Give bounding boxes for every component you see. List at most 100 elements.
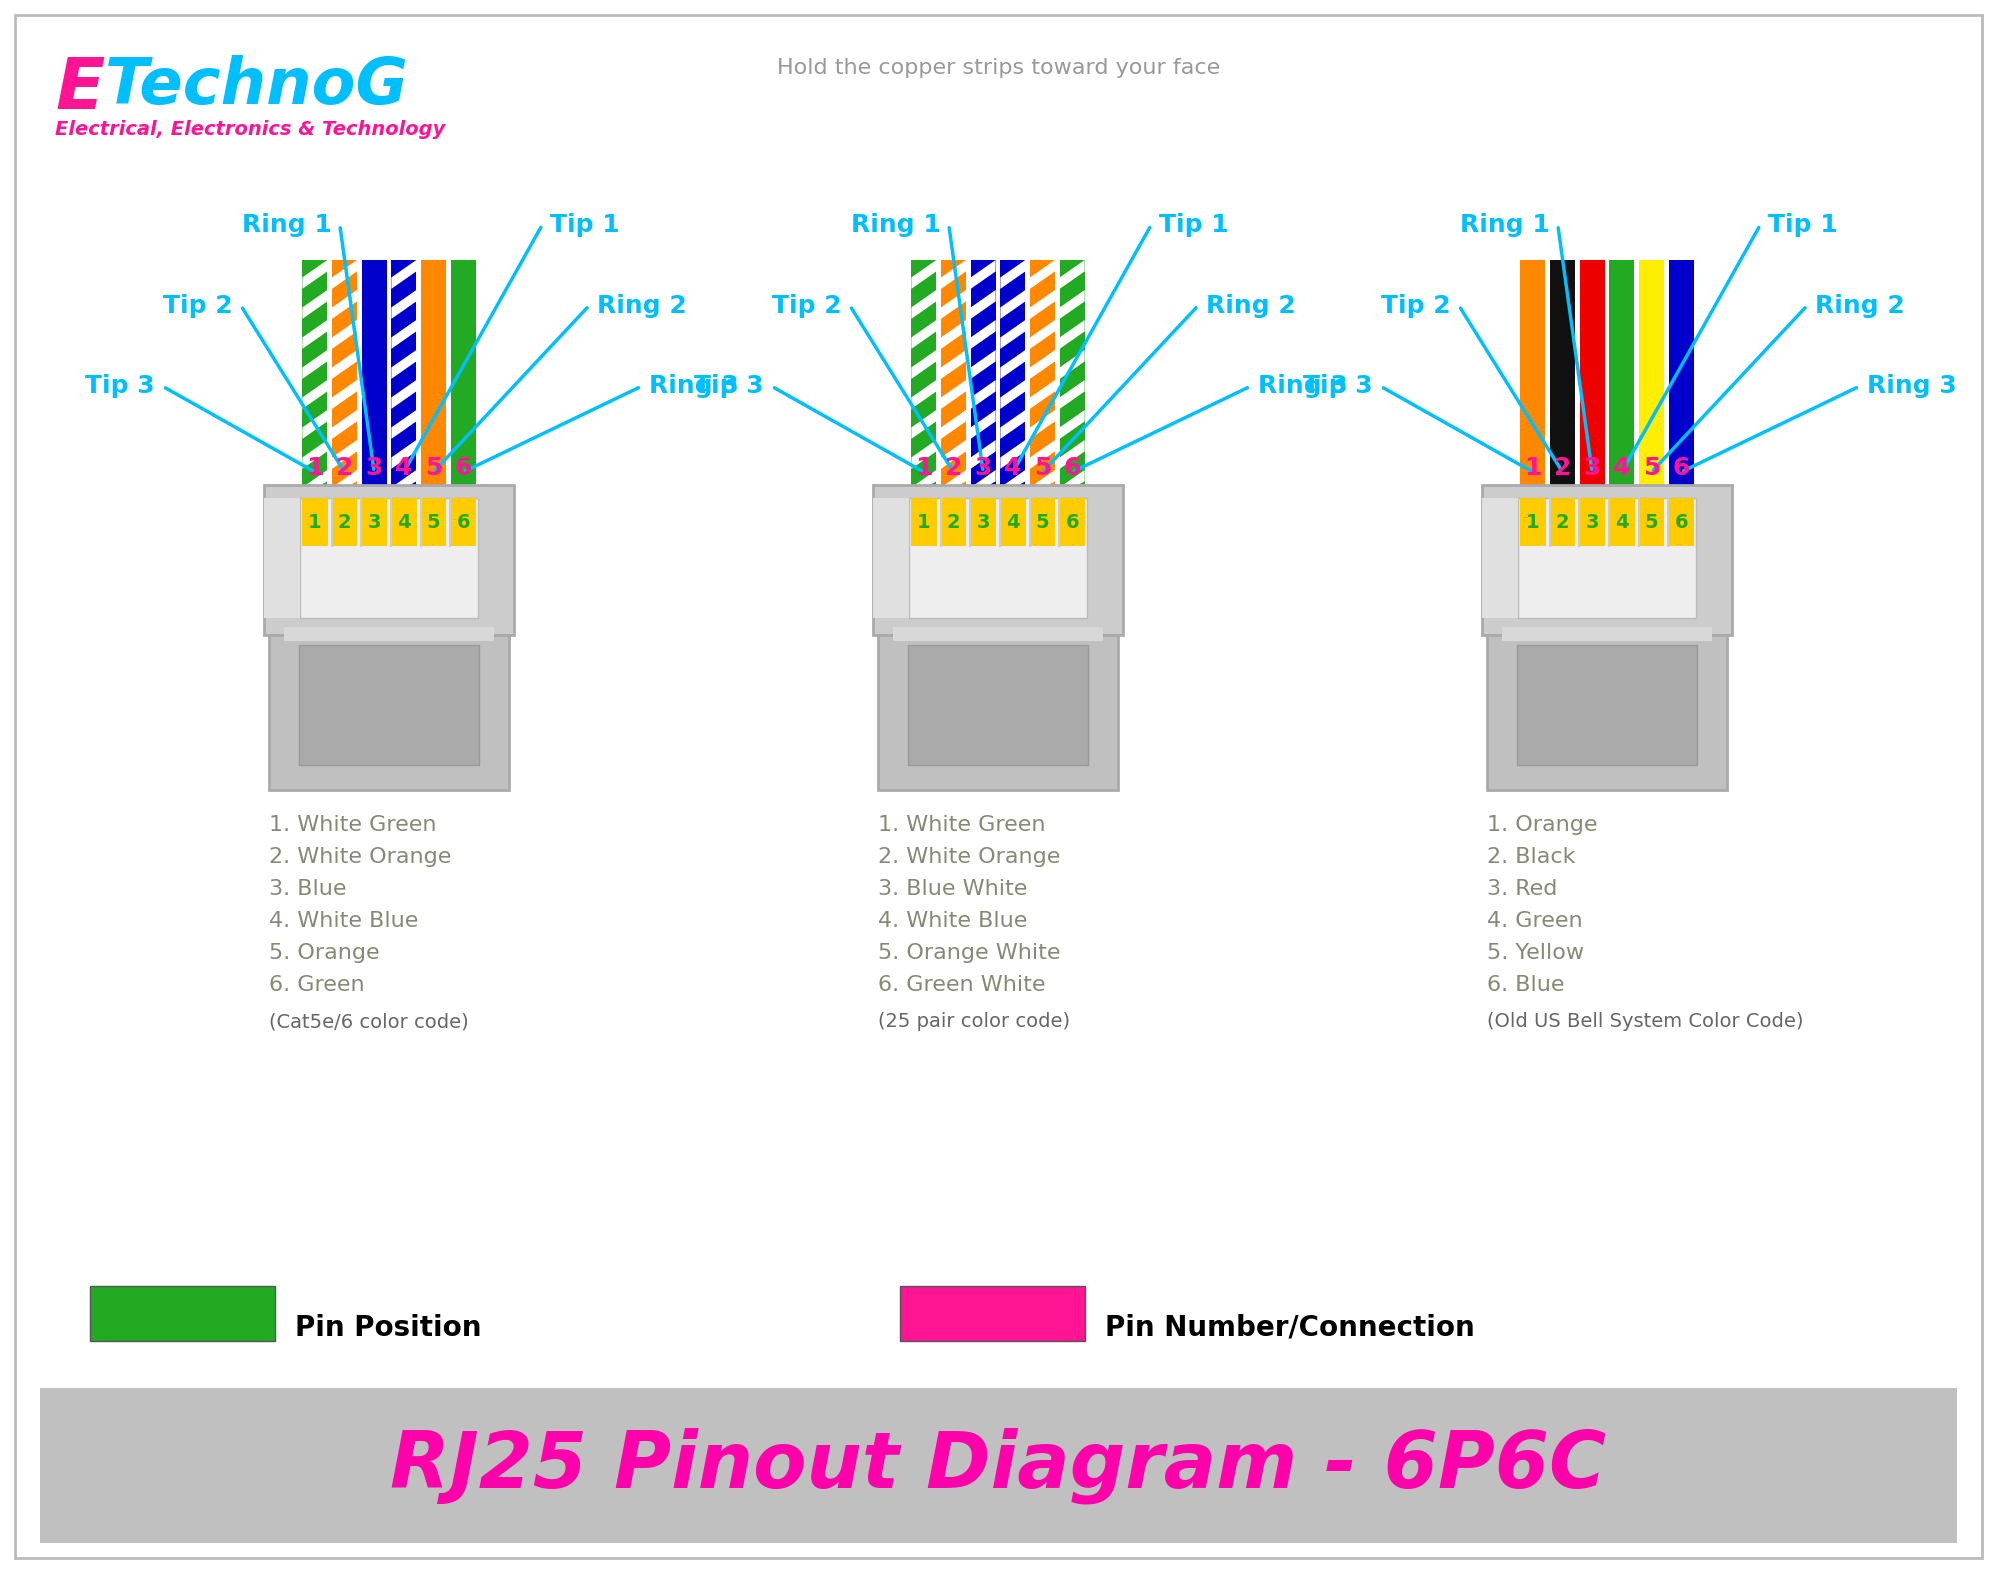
Bar: [451, 499, 475, 546]
Bar: [1667, 499, 1693, 546]
Text: 2: 2: [945, 456, 963, 480]
Bar: [873, 499, 909, 618]
Polygon shape: [911, 411, 937, 439]
Bar: [361, 499, 387, 546]
Text: 3. Blue White: 3. Blue White: [879, 879, 1026, 900]
Polygon shape: [941, 289, 967, 319]
Polygon shape: [1060, 260, 1084, 495]
Polygon shape: [391, 440, 415, 469]
Text: 4: 4: [1616, 513, 1630, 532]
Bar: [1482, 499, 1518, 618]
Text: Tip 3: Tip 3: [695, 374, 765, 398]
Polygon shape: [391, 260, 415, 289]
Text: Tip 2: Tip 2: [773, 294, 843, 318]
Polygon shape: [302, 351, 328, 379]
Polygon shape: [941, 411, 967, 439]
Polygon shape: [1060, 470, 1084, 495]
Polygon shape: [1060, 381, 1084, 409]
Polygon shape: [911, 470, 937, 495]
Text: 2. White Orange: 2. White Orange: [879, 846, 1060, 867]
Text: 3: 3: [975, 456, 993, 480]
Bar: [300, 645, 479, 764]
Polygon shape: [971, 381, 997, 409]
Text: 6: 6: [1064, 513, 1078, 532]
Text: 4. White Blue: 4. White Blue: [879, 911, 1026, 931]
Text: Ring 2: Ring 2: [1815, 294, 1905, 318]
Bar: [264, 499, 300, 618]
Text: 6: 6: [1064, 456, 1080, 480]
Bar: [40, 1387, 1957, 1543]
Text: 2: 2: [335, 456, 353, 480]
Polygon shape: [971, 470, 997, 495]
Polygon shape: [391, 351, 415, 379]
Text: 4: 4: [1006, 513, 1020, 532]
Text: RJ25 Pinout Diagram - 6P6C: RJ25 Pinout Diagram - 6P6C: [391, 1427, 1606, 1504]
Text: Ring 1: Ring 1: [242, 212, 332, 238]
Polygon shape: [302, 260, 328, 495]
Bar: [909, 499, 1086, 618]
Bar: [909, 645, 1088, 764]
Text: 2. White Orange: 2. White Orange: [270, 846, 451, 867]
Polygon shape: [971, 260, 997, 495]
Polygon shape: [1030, 260, 1054, 289]
Text: 6. Green: 6. Green: [270, 975, 365, 996]
Text: 5: 5: [1646, 513, 1658, 532]
Text: Ring 1: Ring 1: [1460, 212, 1550, 238]
Bar: [1640, 499, 1664, 546]
Bar: [1520, 499, 1546, 546]
Polygon shape: [911, 381, 937, 409]
Polygon shape: [911, 289, 937, 319]
Polygon shape: [941, 319, 967, 349]
Text: 3: 3: [1586, 513, 1600, 532]
Text: 6. Green White: 6. Green White: [879, 975, 1046, 996]
Text: Tip 3: Tip 3: [86, 374, 156, 398]
Bar: [300, 499, 477, 618]
Bar: [332, 499, 357, 546]
Polygon shape: [302, 440, 328, 469]
Polygon shape: [1000, 260, 1024, 289]
Text: Ring 3: Ring 3: [649, 374, 739, 398]
Text: E: E: [56, 55, 104, 124]
Text: 6: 6: [1673, 513, 1687, 532]
Polygon shape: [911, 351, 937, 379]
Text: 6: 6: [455, 456, 471, 480]
Text: Ring 3: Ring 3: [1867, 374, 1957, 398]
Text: Tip 1: Tip 1: [1158, 212, 1228, 238]
Polygon shape: [332, 260, 357, 289]
Text: 4: 4: [1614, 456, 1630, 480]
Bar: [911, 499, 937, 546]
Bar: [893, 628, 1102, 642]
Polygon shape: [1030, 381, 1054, 409]
Text: 5: 5: [1034, 456, 1050, 480]
Text: 4: 4: [1004, 456, 1022, 480]
Text: 3. Red: 3. Red: [1488, 879, 1558, 900]
Polygon shape: [332, 351, 357, 379]
Text: 4. Green: 4. Green: [1488, 911, 1584, 931]
Polygon shape: [971, 289, 997, 319]
Text: 3: 3: [367, 513, 381, 532]
Text: Tip 1: Tip 1: [1767, 212, 1837, 238]
Bar: [873, 484, 1122, 635]
Bar: [1030, 499, 1054, 546]
Text: (Old US Bell System Color Code): (Old US Bell System Color Code): [1488, 1011, 1803, 1030]
Bar: [1058, 499, 1084, 546]
Polygon shape: [332, 440, 357, 469]
Polygon shape: [971, 351, 997, 379]
Polygon shape: [391, 411, 415, 439]
Polygon shape: [391, 289, 415, 319]
Polygon shape: [391, 260, 415, 495]
Text: 1. White Green: 1. White Green: [270, 815, 437, 835]
Polygon shape: [1030, 260, 1054, 495]
Bar: [1518, 499, 1695, 618]
Polygon shape: [1000, 351, 1024, 379]
Bar: [1000, 499, 1026, 546]
Text: 1: 1: [1526, 513, 1540, 532]
Polygon shape: [302, 289, 328, 319]
Text: Ring 2: Ring 2: [1206, 294, 1296, 318]
Text: Ring 3: Ring 3: [1258, 374, 1348, 398]
Text: TechnoG: TechnoG: [106, 55, 409, 116]
Polygon shape: [391, 470, 415, 495]
Polygon shape: [1000, 260, 1024, 495]
Text: 2: 2: [1556, 513, 1570, 532]
Text: (Cat5e/6 color code): (Cat5e/6 color code): [270, 1011, 469, 1030]
